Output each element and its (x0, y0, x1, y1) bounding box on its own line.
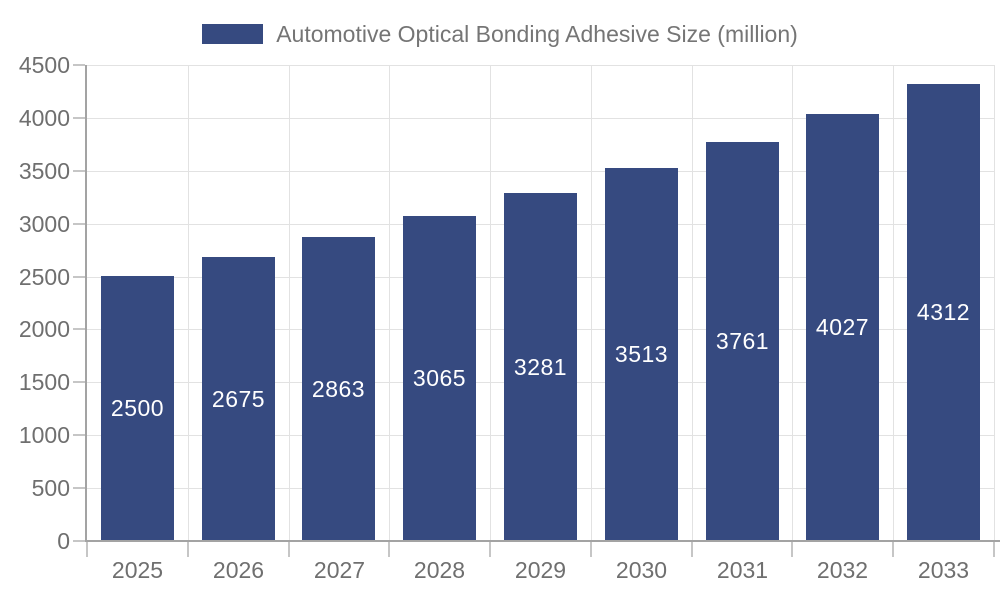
bar: 3281 (504, 193, 577, 541)
y-tick-label: 4000 (18, 104, 70, 131)
x-tick (489, 542, 491, 557)
v-gridline (490, 65, 491, 541)
bar: 2500 (101, 276, 174, 541)
bar-value-label: 4027 (815, 314, 870, 340)
x-tick-label: 2030 (615, 557, 668, 583)
h-gridline (87, 117, 994, 119)
bar-value-label: 3065 (412, 365, 467, 391)
y-tick (73, 275, 85, 278)
x-tick-label: 2028 (413, 557, 466, 583)
y-tick-label: 0 (57, 528, 70, 554)
legend: Automotive Optical Bonding Adhesive Size… (0, 20, 1000, 48)
y-tick (73, 381, 85, 384)
y-tick (73, 540, 85, 542)
bar-value-label: 2500 (110, 395, 165, 421)
x-tick (892, 542, 894, 557)
h-gridline (87, 170, 994, 172)
legend-label: Automotive Optical Bonding Adhesive Size… (276, 21, 798, 47)
bar: 3513 (605, 168, 678, 541)
y-tick (73, 222, 85, 225)
bar-value-label: 3281 (513, 353, 568, 380)
y-tick-label: 1500 (18, 369, 70, 396)
y-axis-line (85, 65, 87, 541)
bar-value-label: 3513 (614, 341, 669, 367)
y-tick-label: 500 (31, 475, 70, 502)
bar-value-label: 2675 (211, 385, 266, 412)
v-gridline (792, 65, 793, 541)
x-tick (590, 542, 592, 557)
x-axis-line (85, 540, 1000, 542)
y-tick-label: 1000 (18, 422, 70, 449)
x-tick (187, 542, 189, 557)
bar: 2675 (202, 257, 275, 541)
v-gridline (188, 65, 189, 541)
y-tick (73, 487, 85, 490)
x-tick (288, 542, 290, 557)
y-tick (73, 64, 85, 66)
y-tick-label: 2000 (18, 316, 70, 343)
bar: 3065 (403, 216, 476, 541)
x-tick (691, 542, 693, 557)
y-tick-label: 3500 (18, 157, 70, 184)
x-tick (86, 542, 88, 557)
bar-value-label: 4312 (916, 299, 971, 325)
x-tick-label: 2033 (917, 557, 970, 583)
v-gridline (692, 65, 693, 541)
x-tick (388, 542, 390, 557)
y-tick (73, 328, 85, 331)
x-tick (791, 542, 793, 557)
y-tick-label: 3000 (18, 210, 70, 237)
bar: 4312 (907, 84, 980, 541)
v-gridline (591, 65, 592, 541)
x-tick-label: 2025 (111, 557, 164, 583)
y-tick-label: 2500 (18, 263, 70, 290)
y-tick (73, 169, 85, 172)
bar: 2863 (302, 237, 375, 541)
v-gridline (289, 65, 290, 541)
v-gridline (389, 65, 390, 541)
y-tick-label: 4500 (18, 52, 70, 78)
y-tick (73, 434, 85, 437)
x-tick-label: 2029 (514, 557, 567, 583)
plot-area: 2500 2675 2863 3065 3281 3513 3761 4027 4312 (87, 65, 995, 541)
x-tick-label: 2032 (816, 557, 869, 583)
y-tick (73, 116, 85, 119)
bar: 3761 (706, 142, 779, 541)
x-tick-label: 2027 (313, 557, 366, 583)
bar: 4027 (806, 114, 879, 541)
h-gridline (87, 65, 994, 66)
x-tick-label: 2031 (716, 557, 769, 583)
legend-swatch (202, 24, 264, 44)
x-tick-label: 2026 (212, 557, 265, 583)
bar-value-label: 2863 (311, 375, 366, 402)
bar-value-label: 3761 (715, 328, 770, 354)
v-gridline (893, 65, 894, 541)
x-tick (993, 542, 995, 557)
v-gridline (994, 65, 995, 541)
